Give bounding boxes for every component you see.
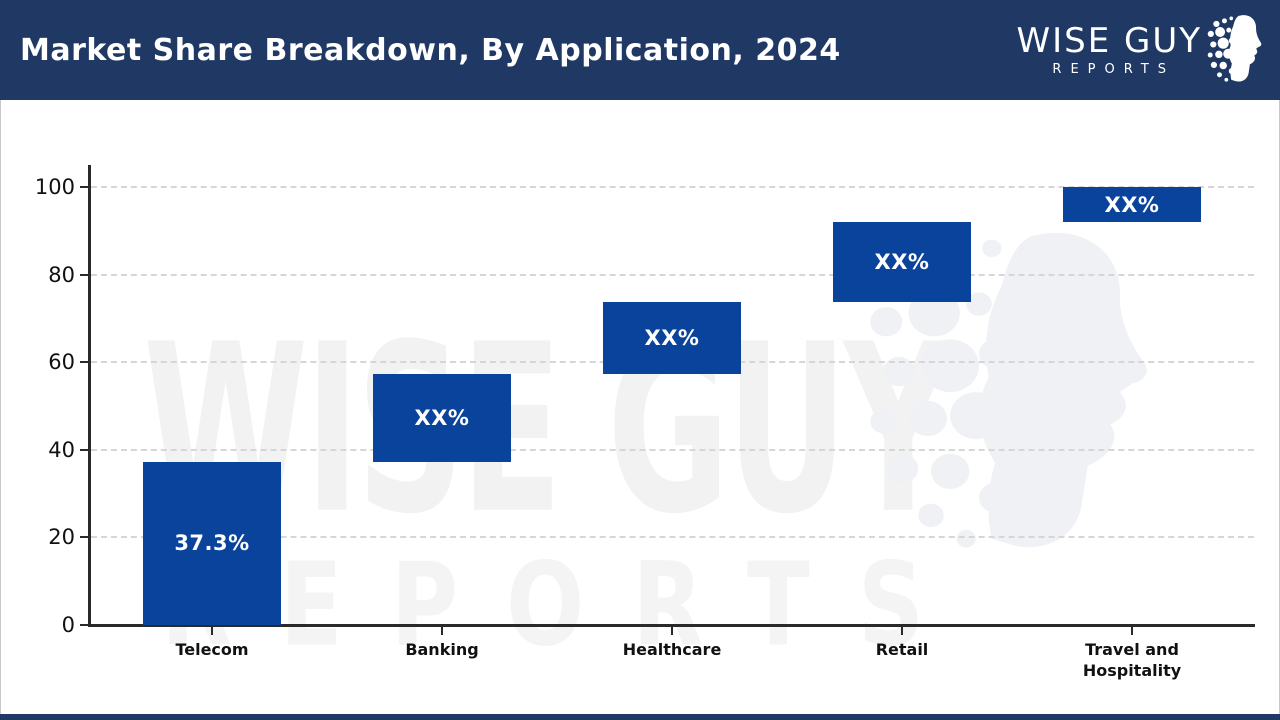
x-category-label: Healthcare	[592, 639, 752, 660]
bar-value-label: 37.3%	[174, 531, 250, 556]
bar-value-label: XX%	[874, 250, 930, 275]
x-axis-line	[88, 624, 1255, 627]
x-category-label-text: Retail	[875, 640, 929, 659]
page-title: Market Share Breakdown, By Application, …	[20, 32, 841, 68]
x-tick-1	[441, 627, 443, 635]
x-tick-0	[211, 627, 213, 635]
y-tick-40	[80, 448, 89, 451]
bar-value-label: XX%	[644, 325, 700, 350]
brand-logo: WISE GUY REPORTS	[1016, 8, 1266, 92]
y-tick-label: 60	[48, 350, 75, 375]
x-category-label: Banking	[362, 639, 522, 660]
x-category-label-text: Banking	[405, 640, 479, 659]
brand-tagline: REPORTS	[1052, 62, 1176, 77]
y-tick-label: 20	[48, 525, 75, 550]
bar-value-label: XX%	[414, 405, 470, 430]
x-category-label: Retail	[822, 639, 982, 660]
wise-guy-face-icon	[1207, 15, 1262, 82]
x-category-label: Telecom	[132, 639, 292, 660]
bar-banking: XX%	[373, 373, 511, 462]
bar-value-label: XX%	[1104, 192, 1160, 217]
x-category-label-text: Telecom	[175, 640, 249, 659]
bar-healthcare: XX%	[603, 301, 741, 374]
y-axis-line	[88, 165, 91, 627]
header: Market Share Breakdown, By Application, …	[0, 0, 1280, 100]
y-tick-0	[80, 624, 89, 626]
gridline-40	[91, 448, 1254, 451]
y-tick-label: 80	[48, 262, 75, 287]
bar-travel-and-hospitality: XX%	[1063, 187, 1201, 223]
watermark-face-icon	[870, 232, 1147, 548]
bar-telecom: 37.3%	[143, 461, 281, 625]
x-category-label: Travel and Hospitality	[1052, 639, 1212, 681]
y-tick-80	[80, 273, 89, 276]
watermark-text-2: REPORTS	[161, 538, 973, 672]
brand-name: WISE GUY	[1016, 21, 1202, 61]
y-tick-20	[80, 536, 89, 539]
x-tick-3	[901, 627, 903, 635]
gridline-20	[91, 536, 1254, 539]
chart-area: WISE GUY REPORTS 0 20 40 60 80 100 37.3% Teleco…	[0, 100, 1280, 714]
x-category-label-text: Healthcare	[622, 640, 722, 659]
x-tick-4	[1131, 627, 1133, 635]
gridline-100	[91, 186, 1254, 188]
y-tick-label: 40	[48, 437, 75, 462]
brand-logo-text: WISE GUY REPORTS	[1016, 24, 1202, 76]
x-category-label-text: Travel and Hospitality	[1082, 640, 1182, 680]
bar-retail: XX%	[833, 222, 971, 302]
y-tick-label: 0	[61, 613, 75, 637]
y-tick-label: 100	[34, 175, 75, 199]
y-tick-100	[80, 186, 89, 188]
x-tick-2	[671, 627, 673, 635]
bottom-accent-bar	[0, 714, 1280, 720]
gridline-80	[91, 273, 1254, 276]
y-tick-60	[80, 361, 89, 364]
